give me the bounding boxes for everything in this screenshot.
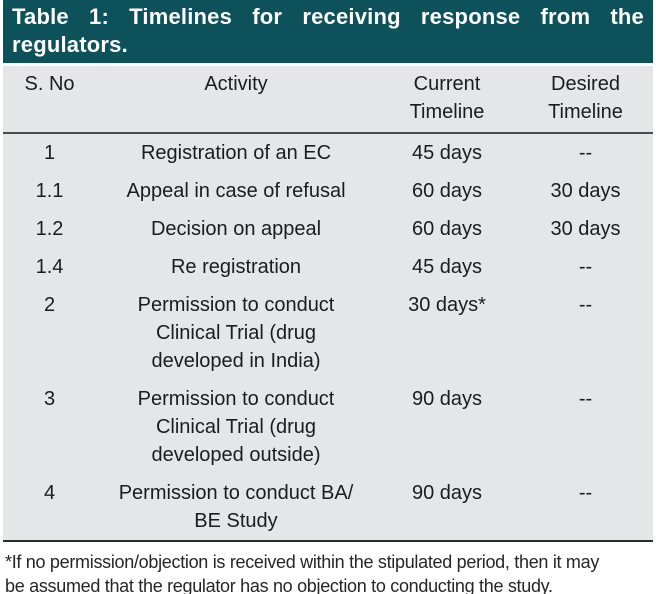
cell-desired: -- — [578, 256, 593, 278]
table-header-row: S. No Activity Current Timeline Desired … — [3, 66, 653, 134]
table-row: 1.4 Re registration 45 days -- — [3, 248, 653, 286]
cell-current: 90 days — [411, 482, 483, 504]
cell-activity: Appeal in case of refusal — [126, 180, 346, 202]
table-row: 3 Permission to conduct Clinical Trial (… — [3, 380, 653, 474]
cell-desired: 30 days — [550, 180, 621, 202]
table-caption-line1: Table 1: Timelines for receiving respons… — [12, 4, 644, 29]
table-row: 4 Permission to conduct BA/ BE Study 90 … — [3, 474, 653, 540]
cell-sno: 1.4 — [35, 256, 64, 278]
table-row: 1.2 Decision on appeal 60 days 30 days — [3, 210, 653, 248]
cell-activity: Permission to conduct Clinical Trial (dr… — [137, 388, 335, 466]
cell-desired: -- — [578, 294, 593, 316]
table-row: 1 Registration of an EC 45 days -- — [3, 134, 653, 172]
cell-sno: 1.1 — [35, 180, 64, 202]
cell-current: 60 days — [411, 180, 483, 202]
cell-sno: 3 — [43, 388, 56, 410]
cell-activity: Re registration — [170, 256, 302, 278]
cell-sno: 1.2 — [35, 218, 64, 240]
cell-sno: 1 — [43, 142, 56, 164]
column-header-activity: Activity — [204, 73, 268, 95]
cell-desired: -- — [578, 482, 593, 504]
table-row: 2 Permission to conduct Clinical Trial (… — [3, 286, 653, 380]
column-header-desired: Desired Timeline — [548, 73, 623, 123]
cell-current: 90 days — [411, 388, 483, 410]
cell-activity: Permission to conduct Clinical Trial (dr… — [137, 294, 335, 372]
column-header-sno: S. No — [24, 73, 75, 95]
table-caption-line2: regulators. — [12, 32, 128, 57]
cell-desired: -- — [578, 142, 593, 164]
table-caption: Table 1: Timelines for receiving respons… — [3, 0, 653, 63]
cell-activity: Permission to conduct BA/ BE Study — [118, 482, 354, 532]
cell-current: 45 days — [411, 256, 483, 278]
cell-current: 60 days — [411, 218, 483, 240]
column-header-current: Current Timeline — [409, 73, 485, 123]
cell-desired: 30 days — [550, 218, 621, 240]
cell-sno: 4 — [43, 482, 56, 504]
cell-current: 30 days* — [408, 294, 486, 316]
table-footnote: *If no permission/objection is received … — [3, 542, 653, 594]
cell-current: 45 days — [411, 142, 483, 164]
timelines-table: S. No Activity Current Timeline Desired … — [3, 66, 653, 542]
table-row: 1.1 Appeal in case of refusal 60 days 30… — [3, 172, 653, 210]
cell-activity: Registration of an EC — [140, 142, 332, 164]
cell-activity: Decision on appeal — [150, 218, 322, 240]
cell-sno: 2 — [43, 294, 56, 316]
cell-desired: -- — [578, 388, 593, 410]
